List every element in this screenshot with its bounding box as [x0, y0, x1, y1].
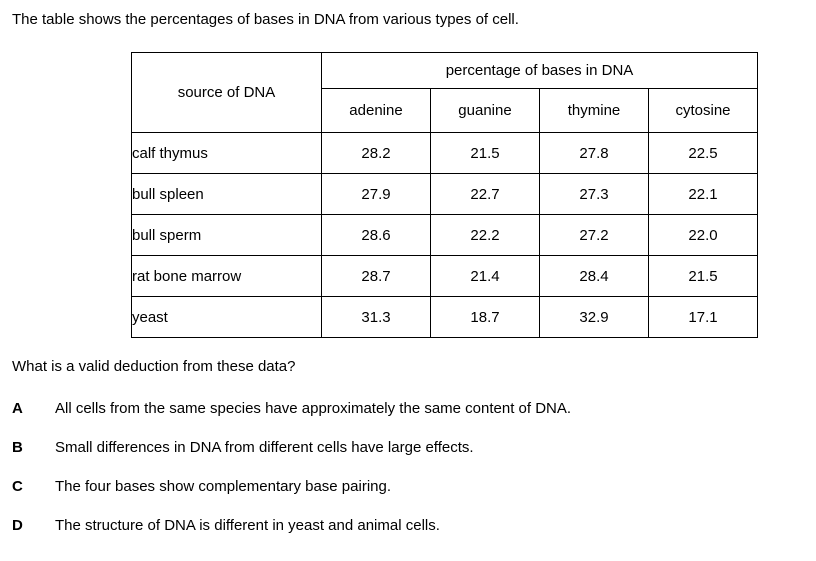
table-row: yeast 31.3 18.7 32.9 17.1 [131, 296, 758, 338]
cell-guanine: 22.2 [430, 214, 540, 256]
cell-adenine: 28.6 [321, 214, 431, 256]
question-text: What is a valid deduction from these dat… [12, 358, 296, 375]
cell-cytosine: 22.0 [648, 214, 758, 256]
cell-source: rat bone marrow [131, 255, 322, 297]
answer-option-c[interactable]: C The four bases show complementary base… [12, 478, 812, 517]
answer-option-b[interactable]: B Small differences in DNA from differen… [12, 439, 812, 478]
table-row: calf thymus 28.2 21.5 27.8 22.5 [131, 132, 758, 174]
option-text-c: The four bases show complementary base p… [55, 478, 392, 495]
cell-guanine: 21.5 [430, 132, 540, 174]
table-row: bull spleen 27.9 22.7 27.3 22.1 [131, 173, 758, 215]
cell-adenine: 28.7 [321, 255, 431, 297]
option-letter-a: A [12, 400, 23, 417]
option-text-d: The structure of DNA is different in yea… [55, 517, 440, 534]
header-percentage-of-bases: percentage of bases in DNA [321, 52, 758, 89]
cell-thymine: 27.2 [539, 214, 649, 256]
header-adenine: adenine [321, 88, 431, 133]
dna-base-table-container: source of DNA percentage of bases in DNA… [131, 52, 758, 338]
header-cytosine: cytosine [648, 88, 758, 133]
cell-cytosine: 22.5 [648, 132, 758, 174]
cell-cytosine: 17.1 [648, 296, 758, 338]
cell-source: bull spleen [131, 173, 322, 215]
option-text-b: Small differences in DNA from different … [55, 439, 474, 456]
cell-source: calf thymus [131, 132, 322, 174]
header-thymine: thymine [539, 88, 649, 133]
intro-text: The table shows the percentages of bases… [12, 11, 519, 28]
header-source-of-dna: source of DNA [131, 52, 322, 133]
table-header-row-group: source of DNA percentage of bases in DNA [131, 52, 758, 133]
table-header-row-bases: adenine guanine thymine cytosine [132, 88, 758, 133]
cell-thymine: 27.3 [539, 173, 649, 215]
cell-guanine: 22.7 [430, 173, 540, 215]
option-letter-b: B [12, 439, 23, 456]
dna-base-table: source of DNA percentage of bases in DNA… [131, 52, 758, 338]
cell-cytosine: 22.1 [648, 173, 758, 215]
cell-guanine: 21.4 [430, 255, 540, 297]
cell-adenine: 28.2 [321, 132, 431, 174]
answer-options-list: A All cells from the same species have a… [12, 400, 812, 556]
cell-thymine: 27.8 [539, 132, 649, 174]
option-text-a: All cells from the same species have app… [55, 400, 572, 417]
cell-cytosine: 21.5 [648, 255, 758, 297]
cell-adenine: 31.3 [321, 296, 431, 338]
cell-adenine: 27.9 [321, 173, 431, 215]
option-letter-d: D [12, 517, 23, 534]
cell-thymine: 28.4 [539, 255, 649, 297]
answer-option-d[interactable]: D The structure of DNA is different in y… [12, 517, 812, 556]
cell-source: yeast [131, 296, 322, 338]
answer-option-a[interactable]: A All cells from the same species have a… [12, 400, 812, 439]
table-row: bull sperm 28.6 22.2 27.2 22.0 [131, 214, 758, 256]
cell-thymine: 32.9 [539, 296, 649, 338]
table-row: rat bone marrow 28.7 21.4 28.4 21.5 [131, 255, 758, 297]
option-letter-c: C [12, 478, 23, 495]
cell-source: bull sperm [131, 214, 322, 256]
header-guanine: guanine [430, 88, 540, 133]
cell-guanine: 18.7 [430, 296, 540, 338]
